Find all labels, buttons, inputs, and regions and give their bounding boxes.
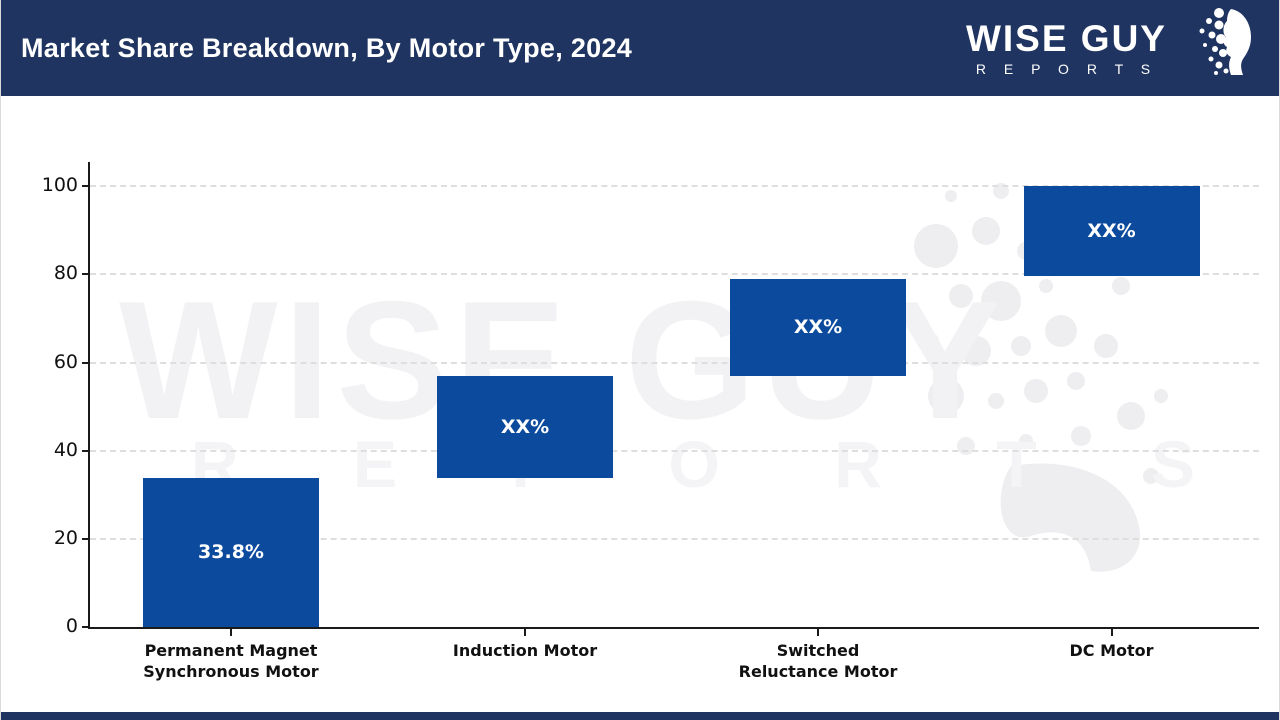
y-tick-mark	[82, 537, 89, 540]
gridline-60	[90, 361, 1259, 364]
logo-face-icon	[1169, 3, 1255, 93]
gridline-40	[90, 449, 1259, 452]
x-axis	[88, 627, 1259, 629]
y-tick-mark	[82, 449, 89, 452]
x-tick-mark	[817, 629, 819, 636]
x-tick-label: Switched Reluctance Motor	[738, 641, 898, 681]
x-tick-label: Induction Motor	[452, 641, 598, 660]
brand-logo-text: WISE GUY R E P O R T S	[966, 20, 1167, 77]
x-tick-label: Permanent Magnet Synchronous Motor	[143, 641, 319, 681]
page-title: Market Share Breakdown, By Motor Type, 2…	[21, 32, 633, 63]
y-tick-label: 40	[53, 438, 78, 461]
brand-logo: WISE GUY R E P O R T S	[966, 3, 1255, 93]
y-tick-mark	[82, 626, 89, 628]
y-tick-mark	[82, 361, 89, 364]
brand-name: WISE GUY	[965, 17, 1167, 59]
y-tick-label: 20	[53, 526, 78, 549]
y-tick-mark	[82, 185, 89, 188]
y-tick-label: 60	[53, 350, 78, 373]
bar-value-label: 33.8%	[198, 541, 264, 564]
watermark-subtitle: R E P O R T S	[191, 427, 1243, 501]
page-header: Market Share Breakdown, By Motor Type, 2…	[1, 0, 1279, 96]
gridline-20	[90, 537, 1259, 540]
y-tick-label: 0	[65, 615, 78, 637]
brand-subname: R E P O R T S	[975, 60, 1158, 77]
chart-area: WISE GUY R E P O R T S 0 20 40 60 80 100 33.8%…	[1, 96, 1279, 712]
bar-value-label: XX%	[793, 316, 843, 339]
x-tick-mark	[1110, 629, 1113, 636]
x-tick-mark	[230, 629, 232, 636]
bar-value-label: XX%	[500, 415, 550, 438]
footer-bar	[1, 712, 1279, 720]
bar-segment: XX%	[730, 278, 906, 376]
gridline-100	[90, 185, 1259, 188]
x-tick-label: DC Motor	[1069, 641, 1154, 660]
bar-segment: XX%	[437, 375, 613, 478]
x-tick-mark	[524, 629, 526, 636]
y-tick-label: 100	[41, 174, 78, 197]
bar-value-label: XX%	[1087, 220, 1136, 243]
bar-segment: 33.8%	[143, 478, 319, 627]
y-tick-label: 80	[53, 262, 78, 285]
y-axis	[88, 162, 90, 629]
gridline-80	[90, 273, 1259, 276]
y-tick-mark	[82, 273, 89, 276]
bar-segment: XX%	[1023, 186, 1200, 277]
